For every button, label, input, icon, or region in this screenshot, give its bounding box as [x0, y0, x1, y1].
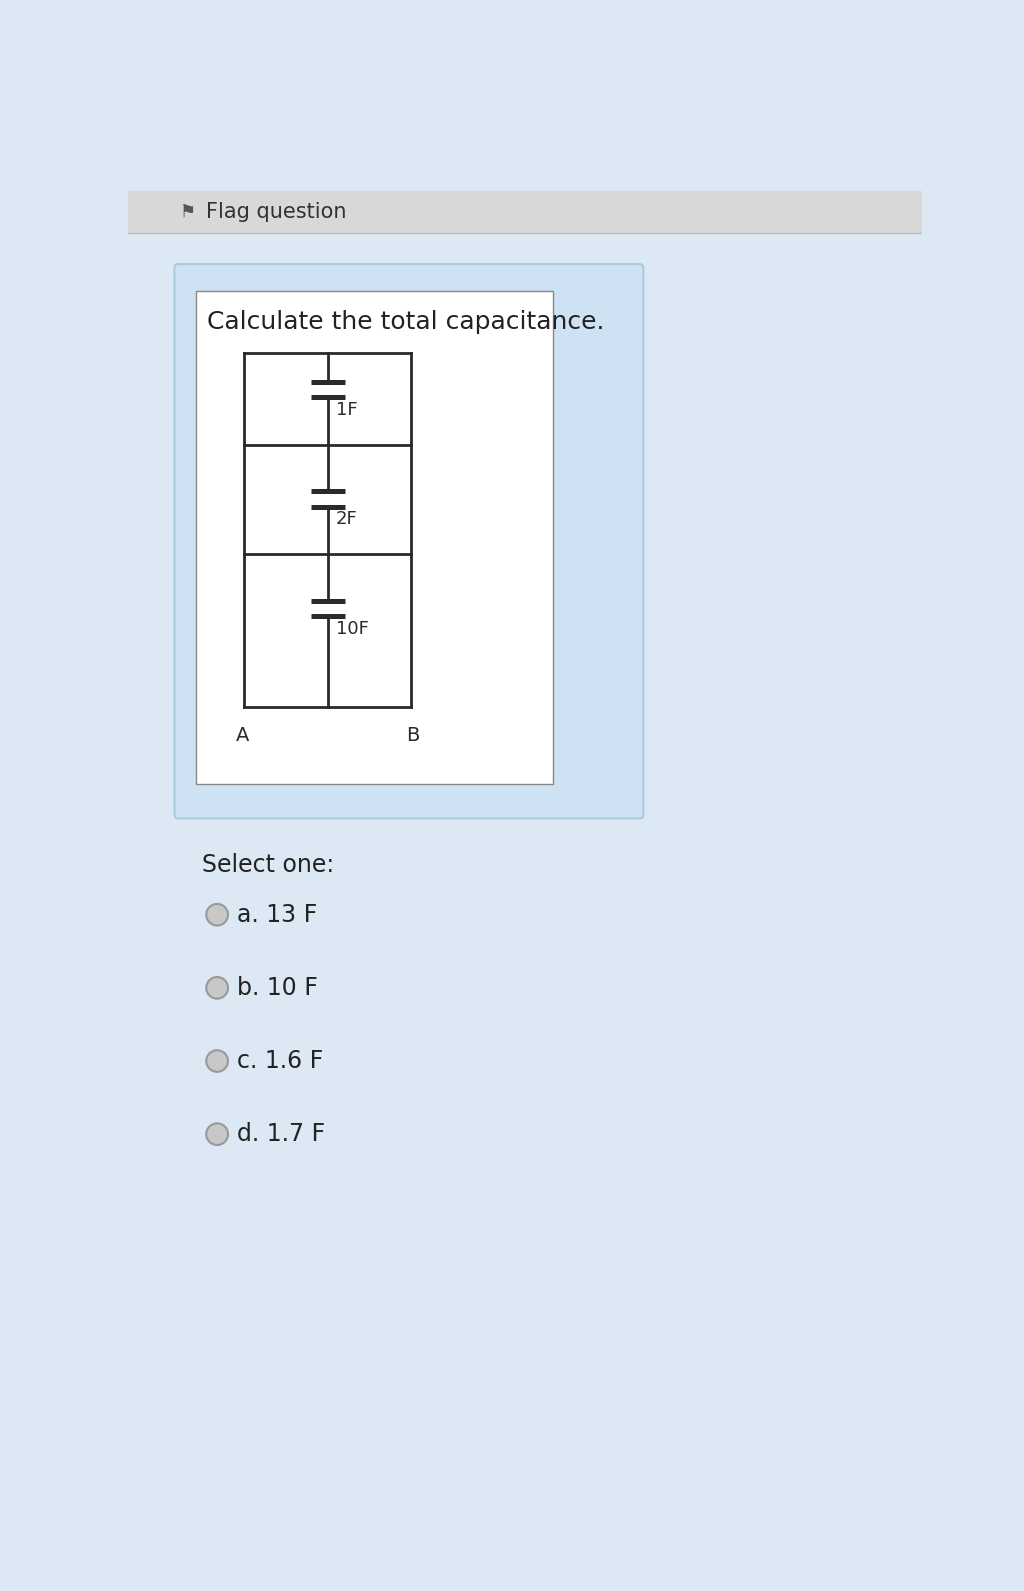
Text: b. 10 F: b. 10 F — [238, 975, 318, 999]
Text: A: A — [236, 725, 250, 745]
Text: c. 1.6 F: c. 1.6 F — [238, 1048, 324, 1072]
Bar — [128, 191, 922, 234]
Bar — [197, 291, 553, 784]
Circle shape — [206, 977, 228, 999]
Text: Calculate the total capacitance.: Calculate the total capacitance. — [207, 310, 604, 334]
Text: B: B — [406, 725, 419, 745]
Text: a. 13 F: a. 13 F — [238, 902, 317, 926]
Text: d. 1.7 F: d. 1.7 F — [238, 1122, 326, 1146]
Text: 10F: 10F — [336, 620, 369, 638]
Circle shape — [206, 904, 228, 926]
Circle shape — [206, 1123, 228, 1146]
Circle shape — [206, 1050, 228, 1072]
Text: Flag question: Flag question — [206, 202, 346, 223]
Text: 1F: 1F — [336, 401, 357, 418]
Text: 2F: 2F — [336, 511, 357, 528]
Text: Select one:: Select one: — [202, 853, 334, 877]
Text: ⚑: ⚑ — [180, 204, 197, 221]
FancyBboxPatch shape — [174, 264, 643, 818]
